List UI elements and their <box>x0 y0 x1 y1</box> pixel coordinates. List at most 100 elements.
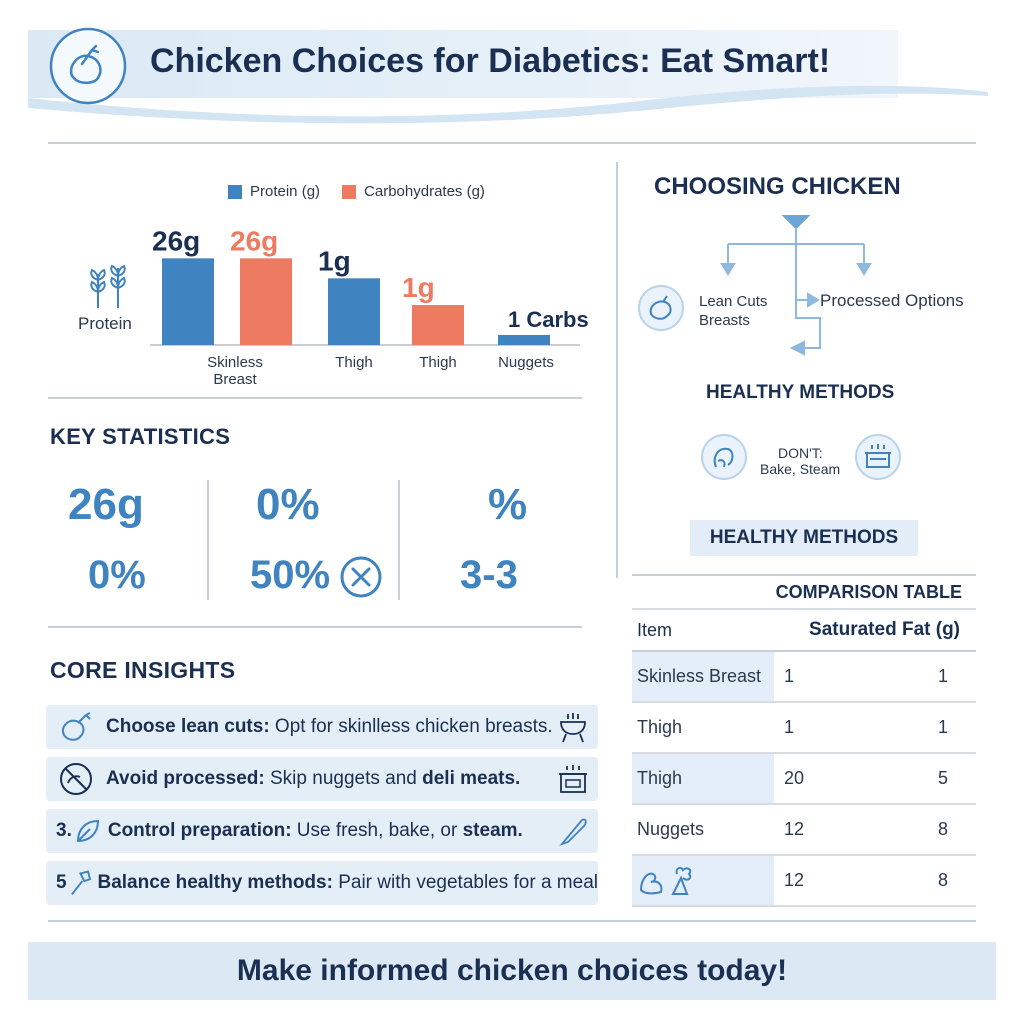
table-row: Skinless Breast 1 1 <box>632 652 976 703</box>
table-cell: 20 <box>784 768 805 788</box>
table-cell: 12 <box>784 870 805 890</box>
grill-icon <box>560 713 586 743</box>
chart-bar <box>162 258 214 345</box>
chicken-icon <box>638 285 684 331</box>
chicken-icon <box>701 434 747 480</box>
dont-label: DON'T: <box>778 445 823 461</box>
stat-value: 0% <box>88 553 146 597</box>
table-cell: 1 <box>937 666 948 686</box>
chart-bar <box>412 305 464 345</box>
header-wave-decoration <box>28 85 988 124</box>
insight-number: 3. <box>56 820 72 841</box>
comparison-table: COMPARISON TABLE Item Saturated Fat (g) … <box>632 574 976 907</box>
steamer-icon <box>855 434 901 480</box>
header-banner <box>28 30 898 98</box>
x-tick-label: Nuggets <box>498 354 554 371</box>
flow-left-text: Lean Cuts Breasts <box>699 293 768 329</box>
table-row: 12 8 <box>632 856 976 907</box>
table-cell: Nuggets <box>637 819 705 839</box>
footer-banner: Make informed chicken choices today! <box>28 942 996 1000</box>
spatula-icon <box>70 870 91 896</box>
flow-right-text: Processed Options <box>820 291 964 310</box>
pot-icon <box>559 765 587 793</box>
table-cell: 1 <box>784 666 795 686</box>
divider <box>48 626 582 628</box>
insight-item: 3. Control preparation: Use fresh, bake,… <box>46 809 598 853</box>
insight-text: Opt for skinlless chicken breasts. <box>269 716 553 737</box>
chart-legend: Protein (g) Carbohydrates (g) <box>228 183 485 200</box>
bar-value-label: 1 Carbs <box>508 307 589 332</box>
chicken-logo-icon <box>49 27 127 105</box>
cancel-circle-icon <box>340 556 382 598</box>
dont-text: Bake, Steam <box>760 461 841 477</box>
table-cell: 1 <box>784 717 795 737</box>
insight-bold: Balance healthy methods: <box>97 872 333 893</box>
healthy-methods-pill: HEALTHY METHODS <box>690 520 918 556</box>
x-tick-label: Thigh <box>335 354 373 371</box>
insight-text: Pair with vegetables for a meal <box>332 872 598 893</box>
stats-divider <box>398 480 400 600</box>
divider <box>48 397 582 399</box>
x-tick-label: Breast <box>213 371 257 388</box>
table-cell: 1 <box>937 717 948 737</box>
legend-item-protein: Protein (g) <box>228 183 320 200</box>
table-row: Thigh 1 1 <box>632 703 976 754</box>
stats-divider <box>207 480 209 600</box>
insight-bold: Control preparation: <box>107 820 292 841</box>
page-title: Chicken Choices for Diabetics: Eat Smart… <box>150 42 831 80</box>
table-cell: Thigh <box>637 717 683 737</box>
stat-value: 3-3 <box>460 553 518 597</box>
table-header-cell: Saturated Fat (g) <box>809 619 960 640</box>
no-food-icon <box>60 763 92 795</box>
legend-item-carbs: Carbohydrates (g) <box>342 183 485 200</box>
table-row: Nuggets 12 8 <box>632 805 976 856</box>
insight-bold: deli meats. <box>422 768 521 789</box>
bar-value-label: 26g <box>152 225 200 256</box>
table-cell: 8 <box>937 819 948 839</box>
x-tick-label: Thigh <box>419 354 457 371</box>
table-caption: COMPARISON TABLE <box>632 574 976 610</box>
insight-item: Choose lean cuts: Opt for skinlless chic… <box>46 705 598 749</box>
column-divider <box>616 162 618 578</box>
insight-text: Skip nuggets and <box>264 768 423 789</box>
leaf-icon <box>76 819 99 843</box>
stat-value: 0% <box>256 480 320 529</box>
bar-value-label: 1g <box>318 245 351 276</box>
table-cell: Skinless Breast <box>632 652 774 701</box>
divider <box>48 142 976 144</box>
insight-bold: Avoid processed: <box>106 768 265 789</box>
legend-label-carbs: Carbohydrates (g) <box>364 183 485 200</box>
chart-bar <box>498 335 550 345</box>
insight-text: Use fresh, bake, or <box>291 820 463 841</box>
healthy-methods-heading: HEALTHY METHODS <box>706 382 895 403</box>
table-cell: 5 <box>937 768 948 788</box>
chart-bar <box>240 258 292 345</box>
knife-icon <box>559 818 587 846</box>
insight-number: 5 <box>56 872 67 893</box>
table-cell: Thigh <box>632 754 774 803</box>
table-cell <box>632 856 774 905</box>
legend-swatch-carbs <box>342 184 357 199</box>
table-header-row: Item Saturated Fat (g) <box>632 610 976 652</box>
muscle-vegetable-icon <box>639 866 692 895</box>
insight-bold: Choose lean cuts: <box>106 716 270 737</box>
drumstick-icon <box>62 712 91 741</box>
legend-swatch-protein <box>228 184 242 199</box>
wheat-icon <box>90 264 126 308</box>
divider <box>48 920 976 922</box>
bar-value-label: 26g <box>230 225 278 256</box>
table-cell: 12 <box>784 819 805 839</box>
table-header-cell: Item <box>637 619 673 640</box>
chart-y-label: Protein <box>78 314 132 333</box>
insight-item: Avoid processed: Skip nuggets and deli m… <box>46 757 598 801</box>
stat-value: 50% <box>250 553 331 597</box>
insights-title: CORE INSIGHTS <box>50 657 236 683</box>
legend-label-protein: Protein (g) <box>250 183 321 200</box>
chart-bar <box>328 278 380 345</box>
table-cell: 8 <box>937 870 948 890</box>
stats-title: KEY STATISTICS <box>50 424 231 449</box>
table-row: Thigh 20 5 <box>632 754 976 805</box>
stat-value: 26g <box>68 480 144 529</box>
stat-value: % <box>488 480 528 529</box>
